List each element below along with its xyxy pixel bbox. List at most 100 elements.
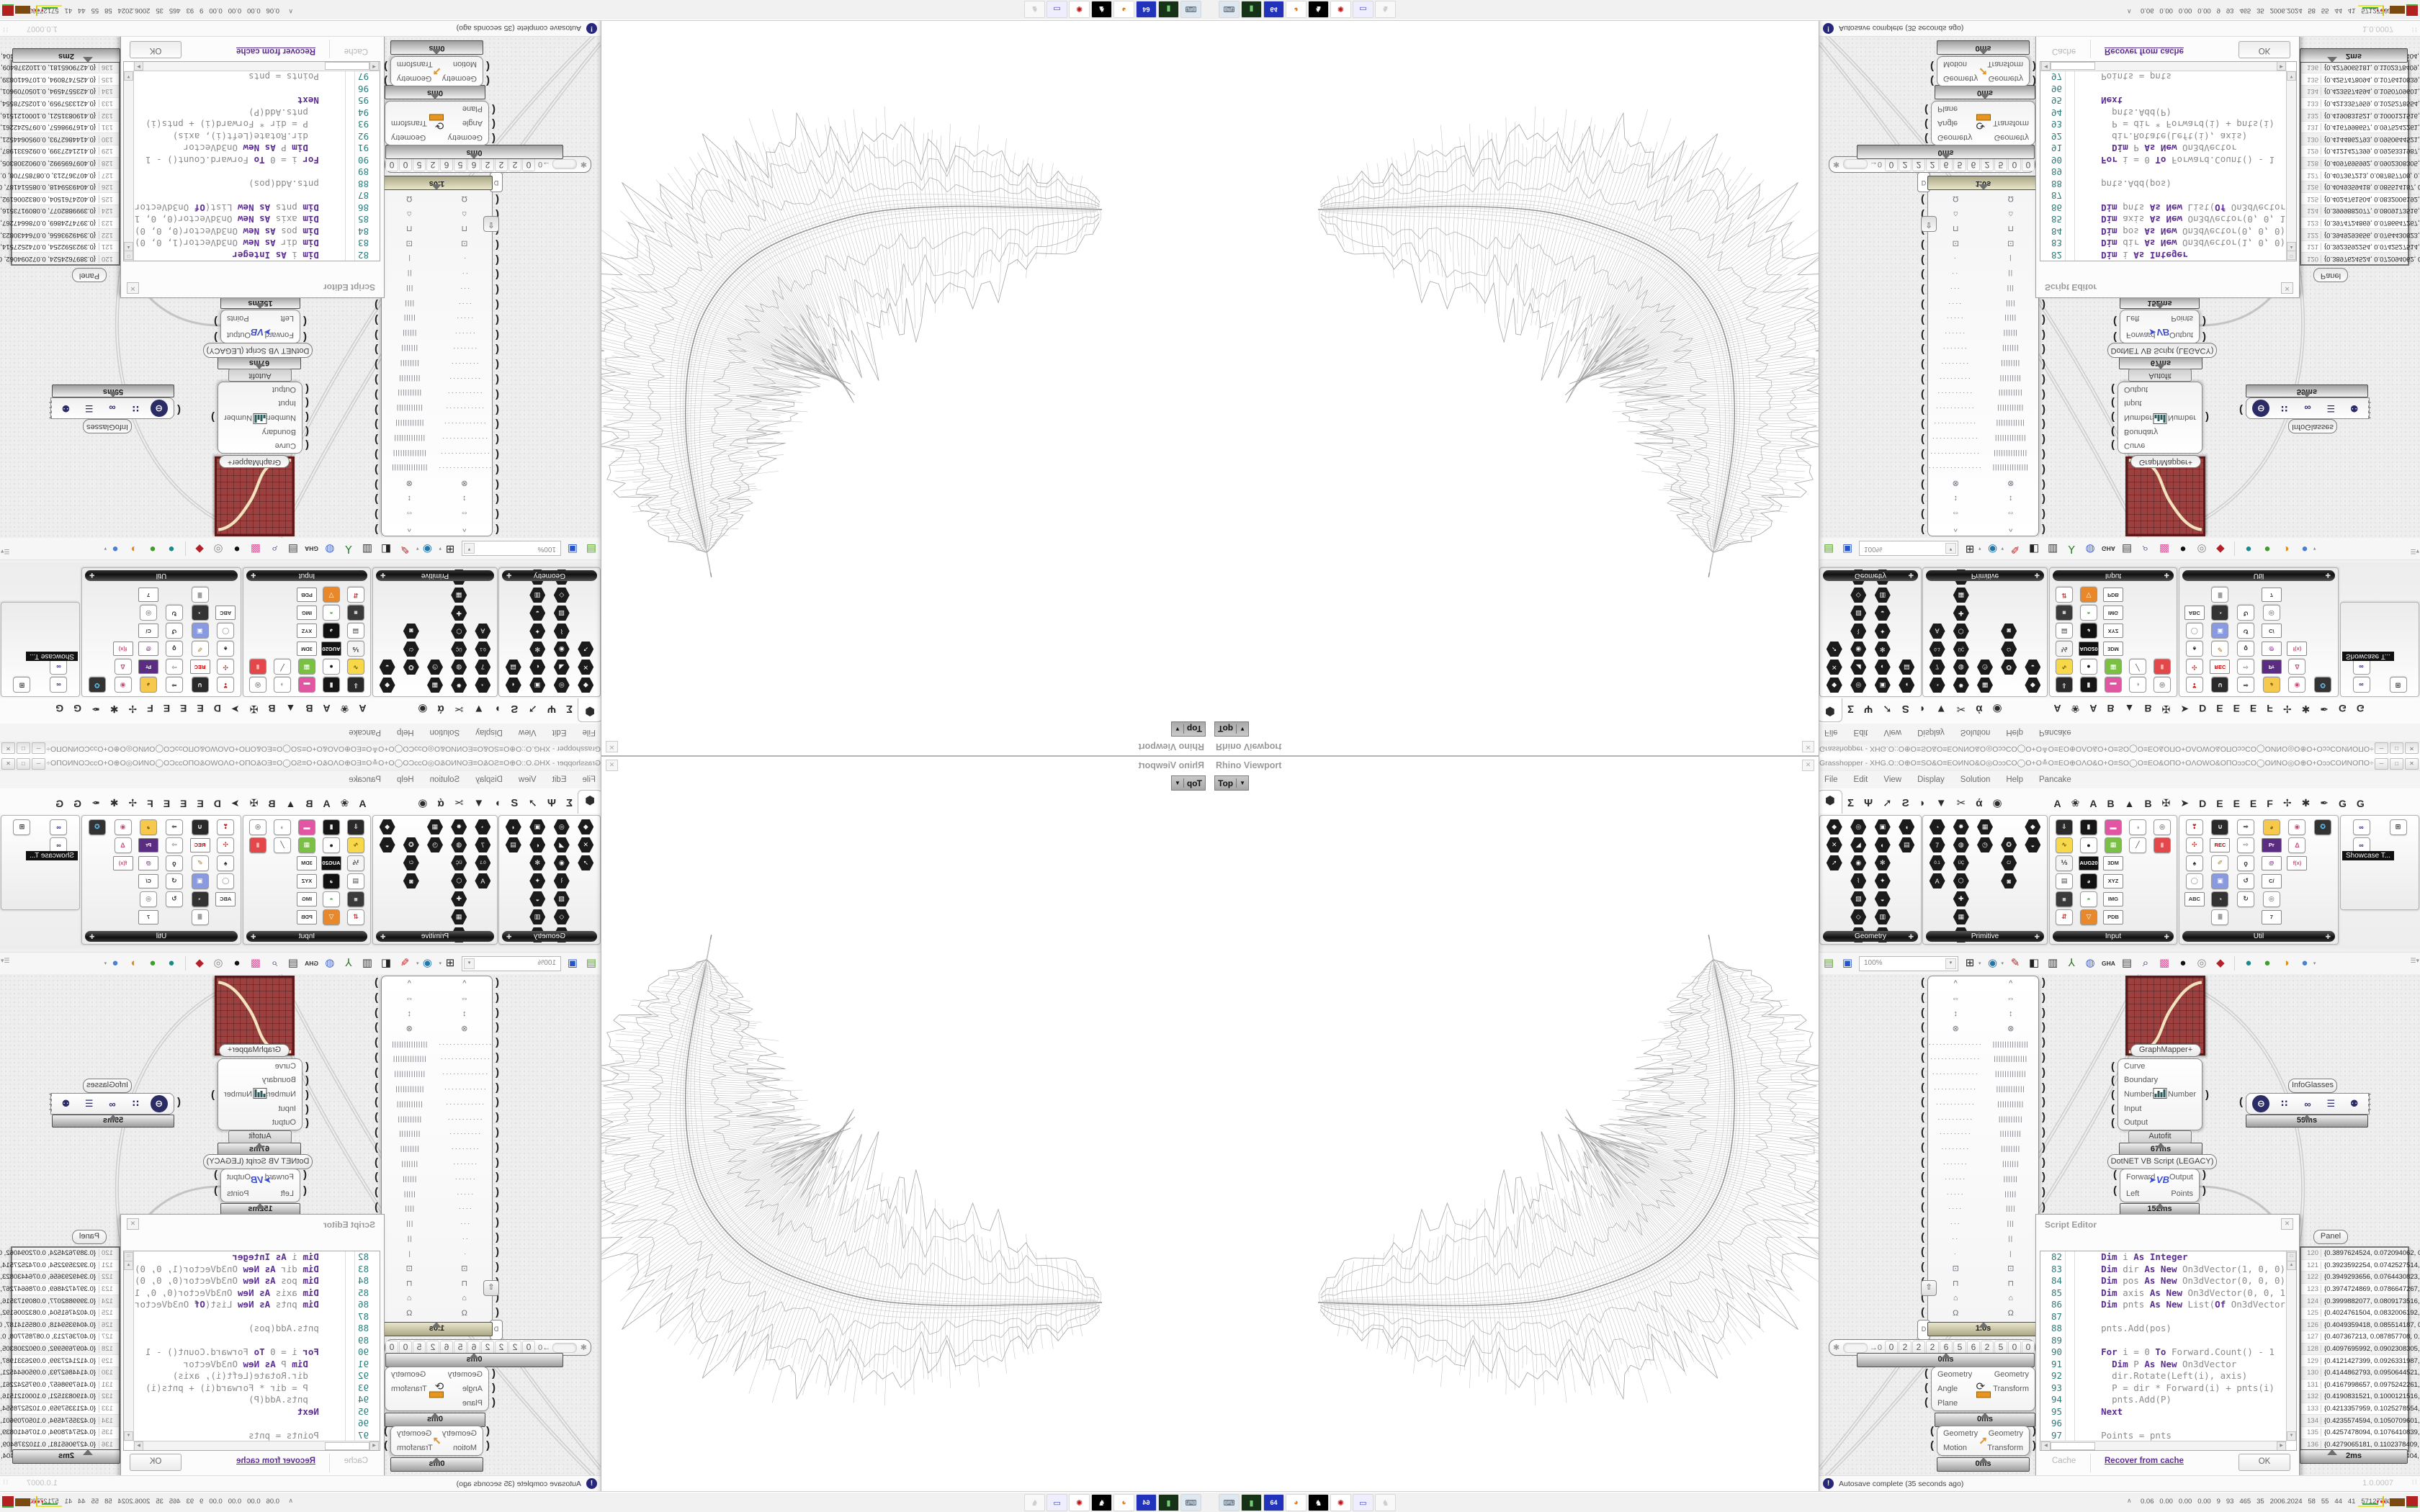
toolbar-icon[interactable]: ⌕ — [271, 543, 278, 555]
close-button[interactable]: ✕ — [2405, 758, 2419, 770]
palette-group-label[interactable]: Geometry ✚ — [1823, 931, 1918, 942]
component-grip[interactable]: ( — [496, 1261, 499, 1274]
palette-icon[interactable]: ✻ — [1875, 642, 1891, 657]
infoglasses-icon[interactable]: ∷ — [2281, 403, 2288, 414]
toolbar-icon[interactable]: ● — [112, 957, 119, 969]
component-grip[interactable]: ) — [2042, 1186, 2045, 1199]
scroller-digit[interactable]: 0 — [2022, 158, 2035, 171]
resize-grip[interactable]: ⁝⁝ — [2, 25, 9, 33]
taskbar-launcher-icon[interactable]: ▮ — [1241, 1, 1262, 18]
toolbar-icon[interactable]: ◎ — [213, 957, 223, 969]
palette-icon[interactable]: ⅕ — [2056, 641, 2073, 657]
palette-icon[interactable]: @ — [2261, 642, 2282, 657]
input-grip[interactable]: ( — [2111, 410, 2115, 423]
palette-icon[interactable]: ◔ — [191, 891, 209, 907]
script-editor-window[interactable]: Script Editor ✕ 82 Dim i As Integer 83 Di… — [120, 1214, 385, 1476]
scroller-groove[interactable] — [1843, 159, 1868, 170]
palette-icon[interactable]: PDB — [2103, 909, 2123, 924]
input-grip[interactable]: ( — [2111, 1117, 2115, 1130]
palette-icon[interactable]: A — [475, 624, 490, 639]
output-grip[interactable]: ) — [2202, 315, 2206, 328]
palette-icon[interactable]: 7 — [2261, 588, 2282, 603]
code-vscrollbar[interactable]: □ ▲ ▼ — [124, 1251, 134, 1441]
infoglasses-icon[interactable]: ⊖ — [150, 1095, 168, 1112]
toolbar-icon[interactable]: ◆ — [2216, 543, 2225, 555]
palette-icon[interactable]: ▤ — [347, 623, 364, 639]
palette-icon[interactable]: ◒ — [1875, 606, 1891, 621]
category-tab[interactable]: Ƨ — [511, 797, 519, 809]
menu-view[interactable]: View — [1883, 728, 1902, 737]
toolbar-icon[interactable]: ▩ — [250, 543, 261, 555]
palette-icon[interactable]: ▦ — [1953, 588, 1969, 603]
taskbar-launcher-icon[interactable]: ⌨ — [1180, 1494, 1201, 1511]
infoglasses-icon[interactable]: ∷ — [132, 403, 139, 414]
component-grip[interactable]: ( — [1921, 1111, 1924, 1124]
rotate-component[interactable]: GeometryGeometry()AngleTransform()Plane(… — [1924, 101, 2042, 145]
palette-icon[interactable]: PDB — [2103, 588, 2123, 603]
component-grip[interactable]: ( — [1921, 1201, 1924, 1213]
palette-icon[interactable]: ‖ — [2154, 659, 2171, 675]
input-grip[interactable]: ( — [1924, 104, 1928, 117]
script-editor-close-icon[interactable]: ✕ — [2281, 1218, 2293, 1230]
palette-icon[interactable]: ▬ — [2105, 677, 2122, 693]
category-tab[interactable]: B — [2107, 798, 2115, 809]
palette-icon[interactable]: ╱ — [274, 837, 291, 853]
palette-icon[interactable]: ⇵ — [2056, 909, 2073, 925]
component-grip[interactable]: ( — [1921, 1006, 1924, 1019]
close-button[interactable]: ✕ — [1, 742, 15, 754]
taskbar-launcher-icon[interactable]: ♞ — [1024, 1494, 1045, 1511]
input-grip[interactable]: ( — [492, 118, 496, 131]
palette-group-label[interactable]: Input ✚ — [2053, 931, 2174, 942]
input-grip[interactable]: ( — [305, 382, 309, 395]
viewport-view-dropdown[interactable]: Top ▼ — [1214, 775, 1250, 791]
toolbar-icon[interactable]: ● — [233, 543, 241, 555]
toolbar-icon[interactable]: ⅄ — [2068, 957, 2075, 969]
category-tab[interactable]: ◉ — [418, 703, 428, 715]
infoglasses-icon[interactable]: ⚉ — [61, 1098, 71, 1109]
palette-icon[interactable]: ◇ — [554, 588, 570, 603]
palette-icon[interactable]: ✸ — [451, 678, 467, 693]
component-grip[interactable]: ( — [496, 1171, 499, 1184]
toolbar-icon[interactable]: ⅄ — [2068, 543, 2075, 555]
points-panel[interactable]: 120 {0.3897624524, 0.072094062, 0.0} 121 {0… — [2300, 49, 2420, 266]
toolbar-icon[interactable]: ◉ — [1987, 957, 1998, 969]
palette-group-label[interactable]: Util ✚ — [85, 570, 238, 581]
component-grip[interactable]: ( — [1921, 1261, 1924, 1274]
toolbar-icon[interactable]: ▤ — [1823, 957, 1834, 969]
category-tab[interactable]: ✱ — [2301, 703, 2311, 715]
gh-canvas[interactable]: ^ ^() ⇔ ⇔() ↕ ↕() ⊗ ⊗() ··············· |||||||||… — [0, 974, 604, 1476]
palette-icon[interactable]: ✸ — [451, 819, 467, 834]
palette-icon[interactable]: ⅕ — [2056, 855, 2073, 871]
category-tab[interactable]: F — [147, 703, 153, 714]
component-grip[interactable]: ) — [2042, 1126, 2045, 1138]
palette-icon[interactable]: ▥ — [529, 909, 545, 924]
output-grip[interactable]: ) — [214, 315, 218, 328]
category-tab[interactable]: Ψ — [547, 797, 557, 809]
palette-icon[interactable]: ◓ — [2080, 605, 2097, 621]
input-grip[interactable]: ( — [177, 404, 181, 416]
tray-expand-icon[interactable]: ∧ — [288, 8, 293, 15]
menu-file[interactable]: File — [582, 728, 596, 737]
toolbar-overflow-icon[interactable]: ☰▾ — [1, 548, 10, 555]
component-grip[interactable]: ( — [496, 374, 499, 386]
palette-icon[interactable]: ✦ — [529, 873, 545, 888]
palette-icon[interactable]: ■ — [347, 891, 364, 907]
category-tab[interactable]: ◉ — [1992, 797, 2002, 809]
cache-button[interactable]: Cache — [2052, 1457, 2076, 1465]
toolbar-icon[interactable]: ▤ — [586, 957, 597, 969]
menu-solution[interactable]: Solution — [1960, 775, 1991, 784]
toolbar-icon[interactable]: ◧ — [2028, 957, 2040, 969]
category-tab[interactable]: ▼ — [1935, 703, 1947, 715]
palette-icon[interactable]: IMG — [297, 891, 317, 906]
input-grip[interactable]: ( — [2111, 1089, 2115, 1102]
component-grip[interactable]: ) — [375, 1171, 378, 1184]
palette-icon[interactable]: ◷ — [427, 837, 443, 852]
category-tab[interactable]: Σ — [1847, 703, 1854, 715]
component-grip[interactable]: ( — [496, 1111, 499, 1124]
component-grip[interactable]: ) — [2042, 1051, 2045, 1063]
palette-icon[interactable]: ✪ — [2001, 837, 2017, 852]
taskbar-launcher-icon[interactable]: ▮ — [1158, 1, 1179, 18]
move-component[interactable]: Geometry Geometry() Motion Transform() ➚ — [384, 56, 490, 87]
palette-icon[interactable]: ⇵ — [347, 587, 364, 603]
palette-icon[interactable]: ◔ — [191, 605, 209, 621]
